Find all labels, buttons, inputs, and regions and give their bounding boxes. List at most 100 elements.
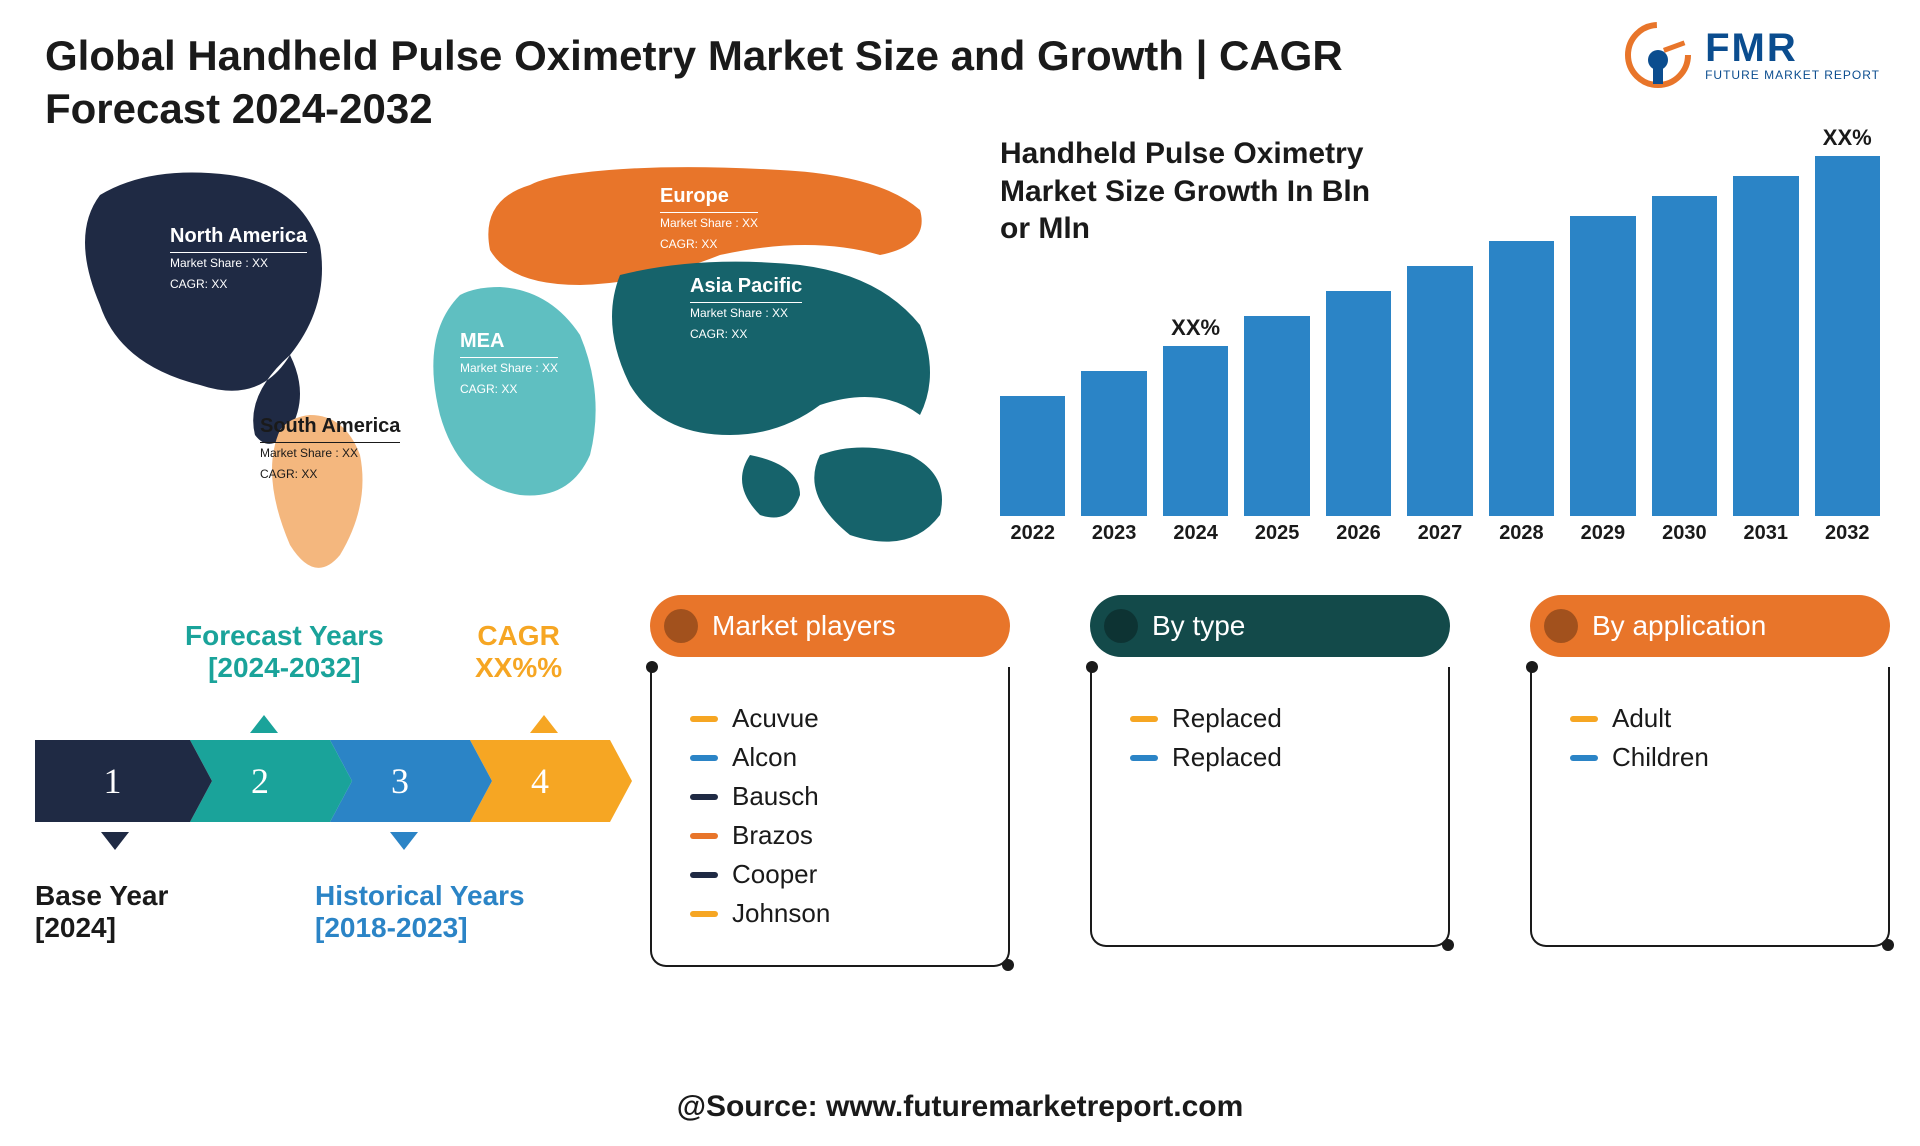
dash-icon <box>690 716 718 722</box>
cagr-text: CAGR <box>477 620 559 651</box>
bar-rect <box>1326 291 1391 516</box>
bar-year-label: 2031 <box>1744 522 1789 545</box>
list-item: Brazos <box>690 820 988 851</box>
bar-year-label: 2025 <box>1255 522 1300 545</box>
list-item-label: Johnson <box>732 898 830 929</box>
list-item-label: Replaced <box>1172 703 1282 734</box>
dash-icon <box>1130 716 1158 722</box>
region-name-ap: Asia Pacific <box>690 275 802 297</box>
list-item-label: Cooper <box>732 859 817 890</box>
region-label-mea: MEA Market Share : XX CAGR: XX <box>460 330 558 396</box>
region-share-eu: Market Share : XX <box>660 212 758 230</box>
bar-year-label: 2029 <box>1581 522 1626 545</box>
list-item-label: Children <box>1612 742 1709 773</box>
forecast-years-label: Forecast Years [2024-2032] <box>185 620 384 684</box>
logo-sub-text: FUTURE MARKET REPORT <box>1705 68 1880 82</box>
pill-title-ba: By application <box>1592 610 1766 642</box>
pill-by-application: By application <box>1530 595 1890 657</box>
list-item-label: Alcon <box>732 742 797 773</box>
bar-year-label: 2023 <box>1092 522 1137 545</box>
region-name-sa: South America <box>260 415 400 437</box>
page-title: Global Handheld Pulse Oximetry Market Si… <box>45 30 1445 135</box>
bar-rect <box>1407 266 1472 516</box>
dash-icon <box>690 911 718 917</box>
pill-dot-icon <box>1544 609 1578 643</box>
region-share-na: Market Share : XX <box>170 252 307 270</box>
seg-num-1: 1 <box>104 760 122 802</box>
base-year-value: [2024] <box>35 912 116 943</box>
list-item: Cooper <box>690 859 988 890</box>
region-share-ap: Market Share : XX <box>690 302 802 320</box>
growth-bar-chart: Handheld Pulse Oximetry Market Size Grow… <box>1000 135 1880 575</box>
bar-rect <box>1000 396 1065 516</box>
list-item: Alcon <box>690 742 988 773</box>
bar-year-label: 2032 <box>1825 522 1870 545</box>
pill-dot-icon <box>1104 609 1138 643</box>
list-item: Acuvue <box>690 703 988 734</box>
bar-col: XX%2024 <box>1163 346 1228 545</box>
page-title-block: Global Handheld Pulse Oximetry Market Si… <box>45 30 1445 135</box>
hist-text: Historical Years <box>315 880 525 911</box>
chart-bars: 2022 2023 XX%2024 2025 2026 2027 2028 2029 2030 2… <box>1000 185 1880 545</box>
dash-icon <box>1570 755 1598 761</box>
pill-title-mp: Market players <box>712 610 896 642</box>
timeline-block: Forecast Years [2024-2032] CAGR XX%% 1 2… <box>35 620 615 1020</box>
region-label-ap: Asia Pacific Market Share : XX CAGR: XX <box>690 275 802 341</box>
list-item: Replaced <box>1130 703 1428 734</box>
region-name-eu: Europe <box>660 185 729 207</box>
list-item: Replaced <box>1130 742 1428 773</box>
seg-num-2: 2 <box>251 760 269 802</box>
triangle-down-icon <box>390 832 418 850</box>
region-share-sa: Market Share : XX <box>260 442 400 460</box>
region-label-na: North America Market Share : XX CAGR: XX <box>170 225 307 291</box>
list-item: Bausch <box>690 781 988 812</box>
bar-col: 2022 <box>1000 396 1065 545</box>
triangle-up-icon <box>530 715 558 733</box>
bar-rect <box>1815 156 1880 516</box>
bar-col: 2026 <box>1326 291 1391 545</box>
pill-dot-icon <box>664 609 698 643</box>
bar-col: 2027 <box>1407 266 1472 545</box>
region-name-na: North America <box>170 225 307 247</box>
list-item-label: Brazos <box>732 820 813 851</box>
fmr-logo-icon <box>1623 20 1693 90</box>
bar-year-label: 2030 <box>1662 522 1707 545</box>
pill-title-bt: By type <box>1152 610 1245 642</box>
region-cagr-na: CAGR: XX <box>170 274 307 291</box>
bar-rect <box>1570 216 1635 516</box>
dash-icon <box>690 833 718 839</box>
bracket-market-players: Acuvue Alcon Bausch Brazos Cooper Johnson <box>650 667 1010 967</box>
bar-col: XX%2032 <box>1815 156 1880 545</box>
list-item: Children <box>1570 742 1868 773</box>
fmr-logo-text: FMR FUTURE MARKET REPORT <box>1705 28 1880 82</box>
dash-icon <box>690 872 718 878</box>
bar-col: 2028 <box>1489 241 1554 545</box>
cagr-label: CAGR XX%% <box>475 620 562 684</box>
bar-rect <box>1081 371 1146 516</box>
world-map: North America Market Share : XX CAGR: XX… <box>60 155 960 575</box>
pill-by-type: By type <box>1090 595 1450 657</box>
pill-market-players: Market players <box>650 595 1010 657</box>
bar-col: 2031 <box>1733 176 1798 545</box>
bar-top-label: XX% <box>1171 315 1220 341</box>
list-item: Johnson <box>690 898 988 929</box>
list-item: Adult <box>1570 703 1868 734</box>
bar-rect <box>1163 346 1228 516</box>
region-share-mea: Market Share : XX <box>460 357 558 375</box>
list-item-label: Adult <box>1612 703 1671 734</box>
list-by-type: Replaced Replaced <box>1130 703 1428 773</box>
dash-icon <box>1130 755 1158 761</box>
bar-year-label: 2026 <box>1336 522 1381 545</box>
region-cagr-sa: CAGR: XX <box>260 464 400 481</box>
list-item-label: Acuvue <box>732 703 819 734</box>
bar-year-label: 2028 <box>1499 522 1544 545</box>
source-attribution: @Source: www.futuremarketreport.com <box>0 1090 1920 1124</box>
col-market-players: Market players Acuvue Alcon Bausch Brazos Co… <box>650 595 1050 967</box>
dash-icon <box>1570 716 1598 722</box>
cagr-value: XX%% <box>475 652 562 683</box>
seg-num-3: 3 <box>391 760 409 802</box>
triangle-up-icon <box>250 715 278 733</box>
bar-top-label: XX% <box>1823 125 1872 151</box>
historical-years-label: Historical Years [2018-2023] <box>315 880 525 944</box>
bar-col: 2030 <box>1652 196 1717 545</box>
